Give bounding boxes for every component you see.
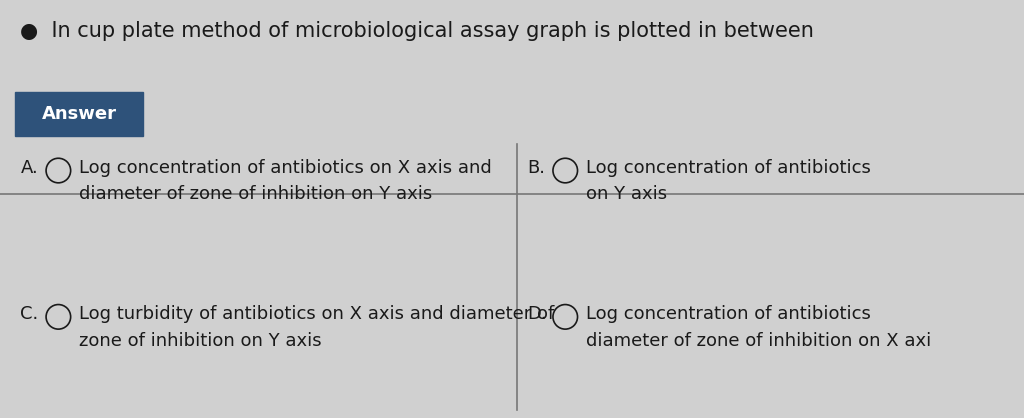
Text: Answer: Answer — [42, 104, 117, 123]
Text: A.: A. — [20, 159, 38, 177]
Text: ●  In cup plate method of microbiological assay graph is plotted in between: ● In cup plate method of microbiological… — [20, 21, 814, 41]
Text: Log concentration of antibiotics
diameter of zone of inhibition on X axi: Log concentration of antibiotics diamete… — [586, 305, 931, 349]
Text: C.: C. — [20, 305, 39, 323]
Text: D.: D. — [527, 305, 547, 323]
Text: Log turbidity of antibiotics on X axis and diameter of
zone of inhibition on Y a: Log turbidity of antibiotics on X axis a… — [79, 305, 554, 349]
Text: B.: B. — [527, 159, 546, 177]
Text: Log concentration of antibiotics on X axis and
diameter of zone of inhibition on: Log concentration of antibiotics on X ax… — [79, 159, 492, 203]
Text: Log concentration of antibiotics
on Y axis: Log concentration of antibiotics on Y ax… — [586, 159, 870, 203]
FancyBboxPatch shape — [15, 92, 143, 136]
